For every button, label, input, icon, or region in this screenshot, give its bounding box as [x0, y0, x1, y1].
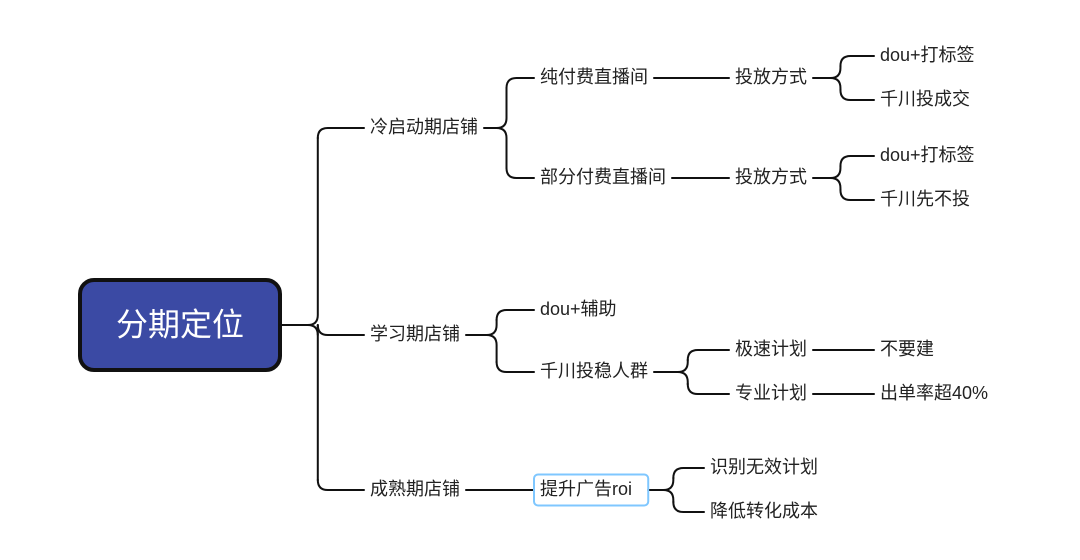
- node-n1a[interactable]: 纯付费直播间: [540, 67, 648, 87]
- node-n2b[interactable]: 千川投稳人群: [540, 361, 648, 381]
- node-n3a1[interactable]: 识别无效计划: [710, 457, 818, 477]
- node-n2b2a[interactable]: 出单率超40%: [880, 383, 988, 403]
- node-n3[interactable]: 成熟期店铺: [370, 479, 460, 499]
- node-n2b1a[interactable]: 不要建: [880, 339, 934, 359]
- node-n1b1[interactable]: 投放方式: [735, 167, 807, 187]
- node-n1a1a[interactable]: dou+打标签: [880, 45, 975, 65]
- node-n1b1a[interactable]: dou+打标签: [880, 145, 975, 165]
- node-n2[interactable]: 学习期店铺: [370, 324, 460, 344]
- node-n2a[interactable]: dou+辅助: [540, 299, 617, 319]
- node-n1a1[interactable]: 投放方式: [735, 67, 807, 87]
- node-n2b1[interactable]: 极速计划: [735, 339, 807, 359]
- node-n3a[interactable]: 提升广告roi: [540, 479, 632, 499]
- root-label: 分期定位: [116, 306, 244, 342]
- node-n1b[interactable]: 部分付费直播间: [540, 167, 666, 187]
- node-n3a2[interactable]: 降低转化成本: [710, 501, 818, 521]
- node-n1b1b[interactable]: 千川先不投: [880, 189, 970, 209]
- mindmap-diagram: 分期定位冷启动期店铺学习期店铺成熟期店铺纯付费直播间部分付费直播间投放方式投放方…: [0, 0, 1080, 560]
- node-n2b2[interactable]: 专业计划: [735, 383, 807, 403]
- node-n1[interactable]: 冷启动期店铺: [370, 117, 478, 137]
- node-n1a1b[interactable]: 千川投成交: [880, 89, 970, 109]
